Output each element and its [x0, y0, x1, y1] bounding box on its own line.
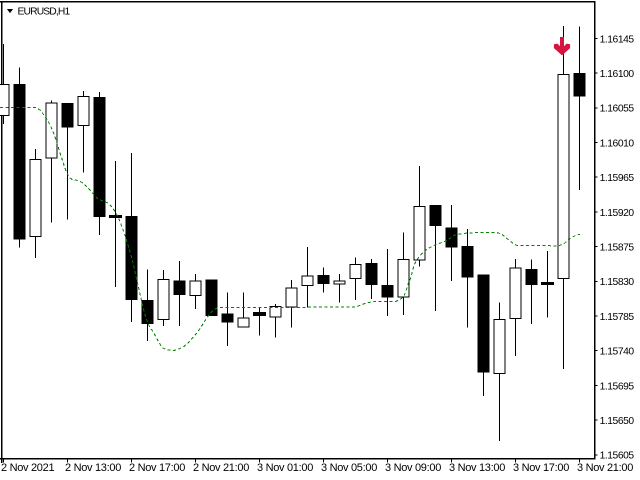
svg-text:2 Nov 17:00: 2 Nov 17:00	[129, 462, 185, 474]
svg-text:1.15650: 1.15650	[600, 416, 635, 427]
svg-text:EURUSD,H1: EURUSD,H1	[18, 7, 71, 18]
svg-text:3 Nov 09:00: 3 Nov 09:00	[385, 462, 441, 474]
svg-text:1.15740: 1.15740	[600, 347, 635, 358]
svg-text:1.15965: 1.15965	[600, 173, 635, 184]
svg-text:1.16100: 1.16100	[600, 69, 635, 80]
svg-text:1.16145: 1.16145	[600, 34, 635, 45]
svg-text:1.15695: 1.15695	[600, 381, 635, 392]
svg-text:3 Nov 13:00: 3 Nov 13:00	[449, 462, 505, 474]
svg-text:2 Nov 13:00: 2 Nov 13:00	[65, 462, 121, 474]
svg-text:1.16010: 1.16010	[600, 138, 635, 149]
svg-text:2 Nov 2021: 2 Nov 2021	[1, 462, 54, 474]
svg-text:3 Nov 01:00: 3 Nov 01:00	[257, 462, 313, 474]
svg-text:1.16055: 1.16055	[600, 104, 635, 115]
svg-text:1.15830: 1.15830	[600, 277, 635, 288]
svg-text:3 Nov 05:00: 3 Nov 05:00	[321, 462, 377, 474]
svg-text:1.15785: 1.15785	[600, 312, 635, 323]
svg-text:1.15920: 1.15920	[600, 208, 635, 219]
svg-text:1.15875: 1.15875	[600, 243, 635, 254]
svg-text:2 Nov 21:00: 2 Nov 21:00	[193, 462, 249, 474]
svg-text:3 Nov 21:00: 3 Nov 21:00	[577, 462, 633, 474]
svg-text:3 Nov 17:00: 3 Nov 17:00	[513, 462, 569, 474]
svg-text:1.15605: 1.15605	[600, 451, 635, 462]
